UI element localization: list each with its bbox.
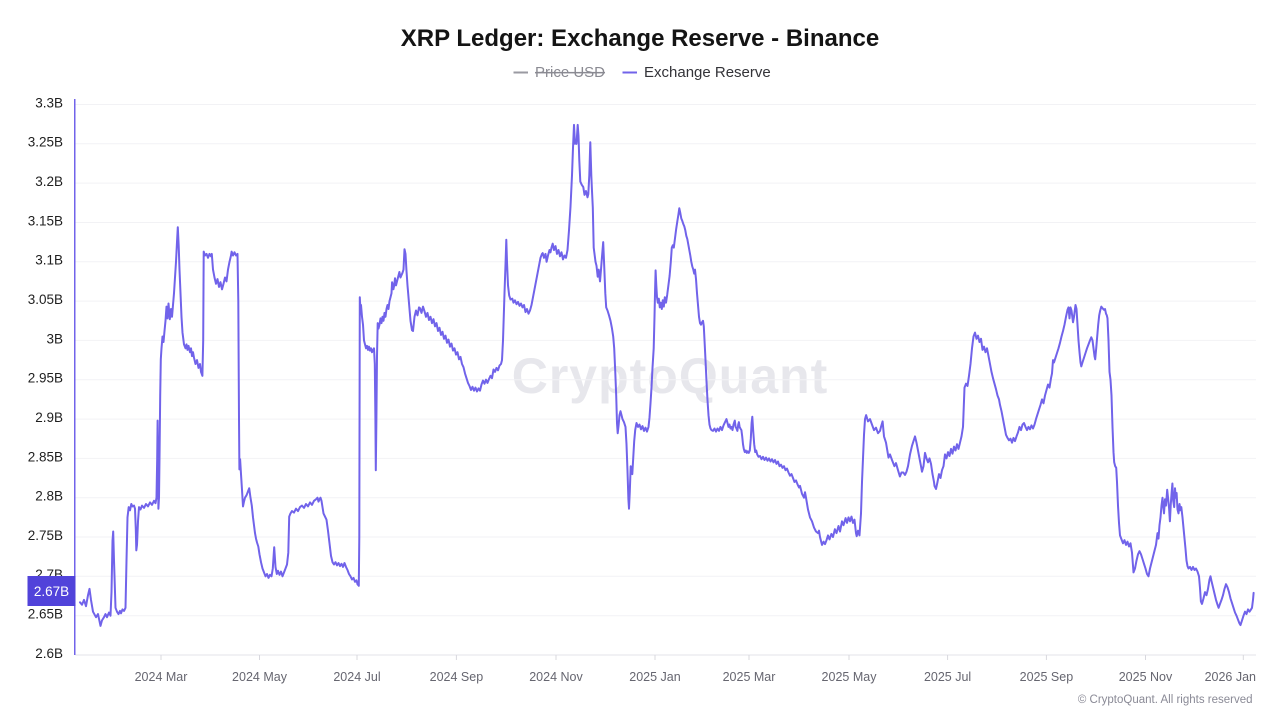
svg-text:2025 Mar: 2025 Mar xyxy=(723,670,776,684)
svg-text:2026 Jan: 2026 Jan xyxy=(1205,670,1256,684)
svg-text:2025 Jul: 2025 Jul xyxy=(924,670,971,684)
svg-text:2025 Sep: 2025 Sep xyxy=(1020,670,1074,684)
svg-text:3.3B: 3.3B xyxy=(35,95,63,110)
svg-text:3.15B: 3.15B xyxy=(28,213,63,228)
svg-text:2.67B: 2.67B xyxy=(34,584,69,599)
svg-text:© CryptoQuant. All rights rese: © CryptoQuant. All rights reserved xyxy=(1078,694,1253,706)
svg-text:2024 Mar: 2024 Mar xyxy=(135,670,188,684)
svg-text:3.2B: 3.2B xyxy=(35,174,63,189)
svg-text:2025 Nov: 2025 Nov xyxy=(1119,670,1173,684)
svg-text:3.25B: 3.25B xyxy=(28,135,63,150)
svg-text:2.9B: 2.9B xyxy=(35,410,63,425)
svg-text:Price USD: Price USD xyxy=(535,64,605,81)
svg-text:3B: 3B xyxy=(46,331,63,346)
svg-text:3.05B: 3.05B xyxy=(28,292,63,307)
svg-text:2.8B: 2.8B xyxy=(35,489,63,504)
svg-text:2024 Jul: 2024 Jul xyxy=(333,670,380,684)
svg-text:2024 May: 2024 May xyxy=(232,670,288,684)
svg-text:2025 Jan: 2025 Jan xyxy=(629,670,680,684)
svg-text:XRP Ledger: Exchange Reserve -: XRP Ledger: Exchange Reserve - Binance xyxy=(401,25,879,52)
svg-text:2.85B: 2.85B xyxy=(28,449,63,464)
svg-text:2.65B: 2.65B xyxy=(28,607,63,622)
svg-text:3.1B: 3.1B xyxy=(35,253,63,268)
svg-text:Exchange Reserve: Exchange Reserve xyxy=(644,64,771,81)
svg-text:2.75B: 2.75B xyxy=(28,528,63,543)
svg-text:CryptoQuant: CryptoQuant xyxy=(512,348,829,404)
svg-text:2.95B: 2.95B xyxy=(28,371,63,386)
svg-text:2.6B: 2.6B xyxy=(35,646,63,661)
svg-text:2024 Nov: 2024 Nov xyxy=(529,670,583,684)
svg-text:2024 Sep: 2024 Sep xyxy=(430,670,484,684)
svg-text:2025 May: 2025 May xyxy=(822,670,878,684)
